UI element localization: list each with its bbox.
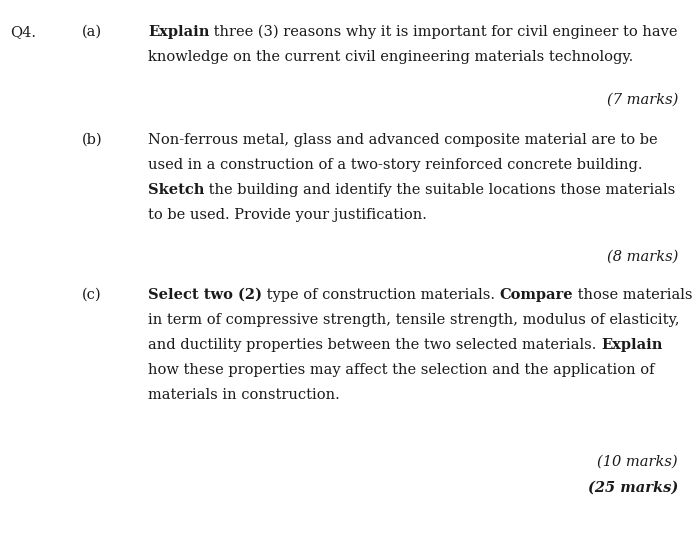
Text: to be used. Provide your justification.: to be used. Provide your justification. (148, 208, 427, 222)
Text: (10 marks): (10 marks) (597, 455, 678, 469)
Text: Select two (2): Select two (2) (148, 288, 262, 302)
Text: Explain: Explain (148, 25, 209, 39)
Text: (25 marks): (25 marks) (588, 481, 678, 495)
Text: (c): (c) (82, 288, 102, 302)
Text: those materials: those materials (573, 288, 693, 302)
Text: (7 marks): (7 marks) (607, 93, 678, 107)
Text: in term of compressive strength, tensile strength, modulus of elasticity,: in term of compressive strength, tensile… (148, 313, 680, 327)
Text: Sketch: Sketch (148, 183, 204, 197)
Text: knowledge on the current civil engineering materials technology.: knowledge on the current civil engineeri… (148, 50, 634, 64)
Text: Explain: Explain (601, 338, 662, 352)
Text: and ductility properties between the two selected materials.: and ductility properties between the two… (148, 338, 601, 352)
Text: (a): (a) (82, 25, 102, 39)
Text: (b): (b) (82, 133, 103, 147)
Text: (8 marks): (8 marks) (607, 250, 678, 264)
Text: used in a construction of a two-story reinforced concrete building.: used in a construction of a two-story re… (148, 158, 643, 172)
Text: how these properties may affect the selection and the application of: how these properties may affect the sele… (148, 363, 654, 377)
Text: materials in construction.: materials in construction. (148, 388, 340, 402)
Text: Q4.: Q4. (10, 25, 36, 39)
Text: the building and identify the suitable locations those materials: the building and identify the suitable l… (204, 183, 676, 197)
Text: Non-ferrous metal, glass and advanced composite material are to be: Non-ferrous metal, glass and advanced co… (148, 133, 657, 147)
Text: Compare: Compare (500, 288, 573, 302)
Text: three (3) reasons why it is important for civil engineer to have: three (3) reasons why it is important fo… (209, 24, 678, 39)
Text: type of construction materials.: type of construction materials. (262, 288, 500, 302)
